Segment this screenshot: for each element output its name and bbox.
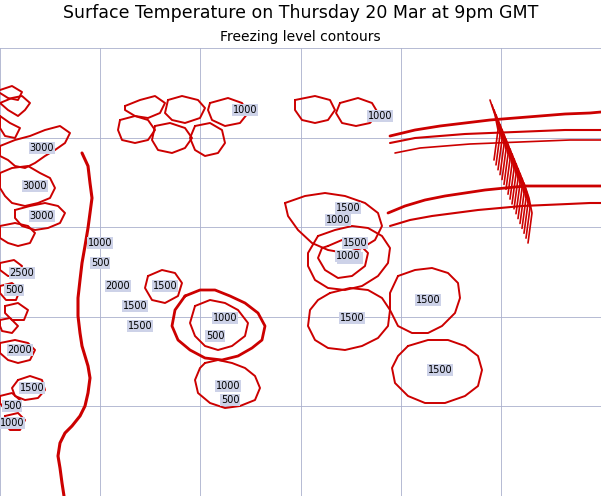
Text: 1000: 1000 [336,251,360,261]
Text: 1500: 1500 [127,321,152,331]
Text: 1000: 1000 [88,238,112,248]
Text: 500: 500 [206,331,224,341]
Text: 500: 500 [5,285,23,295]
Text: 1500: 1500 [343,238,367,248]
Text: 3000: 3000 [30,211,54,221]
Text: 500: 500 [221,395,239,405]
Text: 2500: 2500 [10,268,34,278]
Text: 1500: 1500 [123,301,147,311]
Text: 1500: 1500 [336,203,361,213]
Text: 1000: 1000 [0,418,24,428]
Text: 1000: 1000 [213,313,237,323]
Text: 1500: 1500 [416,295,441,305]
Text: 500: 500 [91,258,109,268]
Text: 3000: 3000 [30,143,54,153]
Text: 1000: 1000 [233,105,257,115]
Text: 1000: 1000 [326,215,350,225]
Text: 1500: 1500 [20,383,44,393]
Text: 500: 500 [3,401,21,411]
Text: 1500: 1500 [153,281,177,291]
Text: Surface Temperature on Thursday 20 Mar at 9pm GMT: Surface Temperature on Thursday 20 Mar a… [63,4,538,22]
Text: Freezing level contours: Freezing level contours [220,30,381,45]
Text: 2000: 2000 [8,345,32,355]
Text: 3000: 3000 [23,181,47,191]
Text: 1000: 1000 [216,381,240,391]
Text: 1500: 1500 [428,365,453,375]
Text: 1000: 1000 [368,111,392,121]
Text: 1500: 1500 [340,313,364,323]
Text: 2000: 2000 [338,253,362,263]
Text: 2000: 2000 [106,281,130,291]
